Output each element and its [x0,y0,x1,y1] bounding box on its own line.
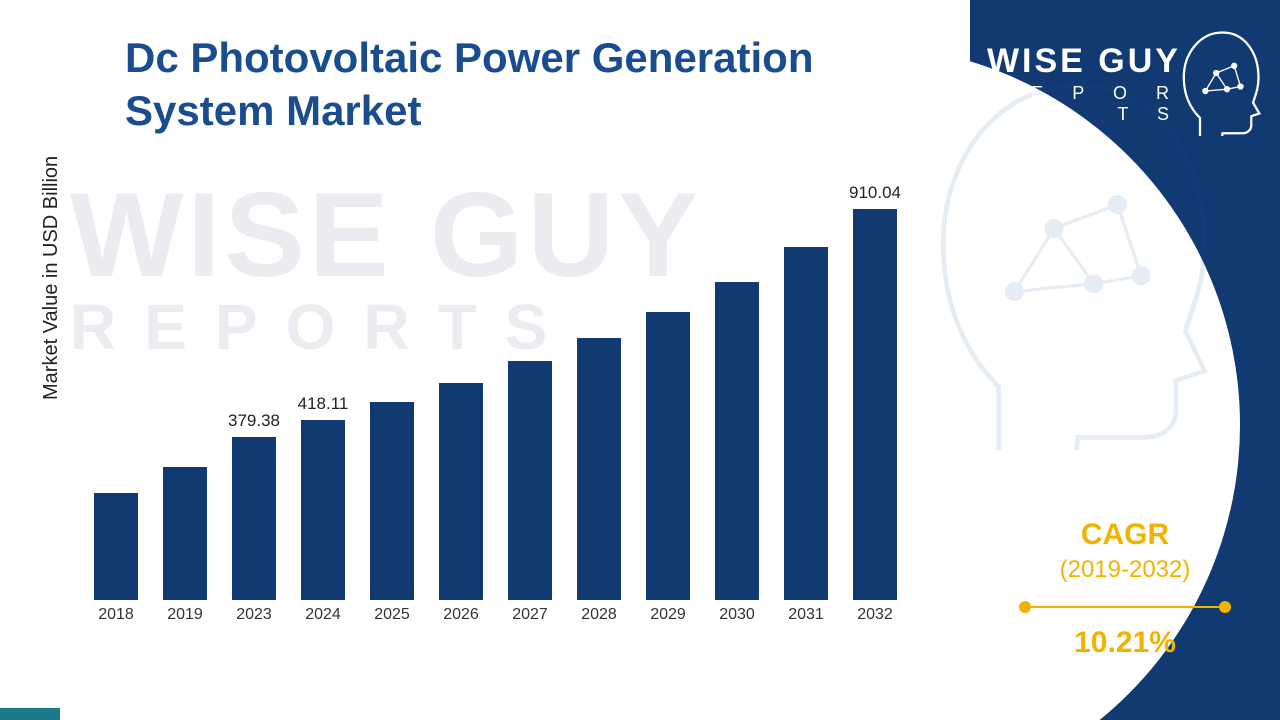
bar-slot [163,170,207,600]
bar [439,383,483,600]
x-tick-label: 2025 [362,606,422,624]
bar-slot: 418.11 [301,170,345,600]
bar [646,312,690,600]
bar [370,402,414,600]
x-tick-label: 2027 [500,606,560,624]
brand-head-icon [1173,28,1263,128]
bar-slot: 910.04 [853,170,897,600]
cagr-title: CAGR [1000,518,1250,552]
cagr-value: 10.21% [1000,626,1250,660]
cagr-block: CAGR (2019-2032) 10.21% [1000,518,1250,660]
x-tick-label: 2024 [293,606,353,624]
x-tick-label: 2026 [431,606,491,624]
cagr-divider [1025,606,1225,608]
x-tick-label: 2028 [569,606,629,624]
bar-value-label: 910.04 [849,183,901,203]
x-tick-label: 2029 [638,606,698,624]
bar-slot: 379.38 [232,170,276,600]
cagr-range: (2019-2032) [1000,556,1250,584]
bar-value-label: 379.38 [228,411,280,431]
infographic-canvas: WISE GUY REPORTS Dc Photovoltaic Power G… [0,0,1280,720]
bar-slot [646,170,690,600]
x-tick-label: 2019 [155,606,215,624]
bottom-accent-strip [0,708,60,720]
y-axis-label: Market Value in USD Billion [40,156,63,400]
bar: 379.38 [232,437,276,600]
plot-area: 379.38 418.11 910.04 [90,170,920,600]
bar [94,493,138,601]
chart-title: Dc Photovoltaic Power Generation System … [125,32,865,137]
bar-slot [94,170,138,600]
bar: 418.11 [301,420,345,600]
x-axis: 2018201920232024202520262027202820292030… [90,600,920,630]
bar-slot [508,170,552,600]
bar: 910.04 [853,209,897,600]
bar-slot [439,170,483,600]
bar-slot [370,170,414,600]
x-tick-label: 2032 [845,606,905,624]
brand-line2: R E P O R T S [975,83,1181,125]
x-tick-label: 2018 [86,606,146,624]
bar-slot [784,170,828,600]
bar-chart: 379.38418.11910.04 201820192023202420252… [90,170,920,630]
x-tick-label: 2030 [707,606,767,624]
x-tick-label: 2023 [224,606,284,624]
bar [784,247,828,600]
brand-line1: WISE GUY [975,42,1181,81]
brand-logo: WISE GUY R E P O R T S [975,30,1255,130]
bar [715,282,759,600]
bar [508,361,552,600]
bar [163,467,207,600]
bar [577,338,621,600]
bar-value-label: 418.11 [298,394,349,414]
x-tick-label: 2031 [776,606,836,624]
bar-slot [715,170,759,600]
bar-slot [577,170,621,600]
